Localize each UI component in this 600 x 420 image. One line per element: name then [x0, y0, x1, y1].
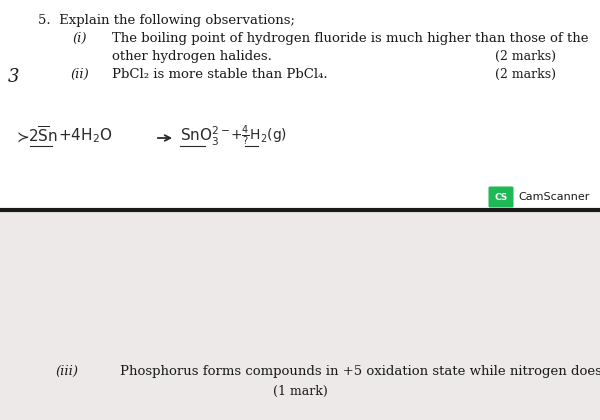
Bar — [0, 210, 600, 420]
Text: The boiling point of hydrogen fluoride is much higher than those of the: The boiling point of hydrogen fluoride i… — [112, 32, 589, 45]
Text: (iii): (iii) — [55, 365, 78, 378]
Text: (2 marks): (2 marks) — [495, 68, 556, 81]
FancyBboxPatch shape — [488, 186, 514, 207]
Text: (1 mark): (1 mark) — [272, 385, 328, 398]
Text: $+\frac{4}{?}\mathrm{H_2(g)}$: $+\frac{4}{?}\mathrm{H_2(g)}$ — [230, 124, 287, 148]
Text: $\succ$: $\succ$ — [14, 131, 30, 145]
Text: $2\overline{\mathrm{S}}\mathrm{n}$: $2\overline{\mathrm{S}}\mathrm{n}$ — [28, 126, 58, 146]
Text: PbCl₂ is more stable than PbCl₄.: PbCl₂ is more stable than PbCl₄. — [112, 68, 328, 81]
Text: $+4\mathrm{H_2O}$: $+4\mathrm{H_2O}$ — [58, 127, 112, 145]
Bar — [0, 0, 600, 210]
Text: $\mathrm{SnO_3^{2-}}$: $\mathrm{SnO_3^{2-}}$ — [180, 124, 230, 147]
Text: other hydrogen halides.: other hydrogen halides. — [112, 50, 272, 63]
Text: Phosphorus forms compounds in +5 oxidation state while nitrogen does not: Phosphorus forms compounds in +5 oxidati… — [120, 365, 600, 378]
Text: (2 marks): (2 marks) — [495, 50, 556, 63]
Text: (ii): (ii) — [70, 68, 89, 81]
Text: (i): (i) — [72, 32, 86, 45]
Text: CS: CS — [494, 192, 508, 202]
Text: CamScanner: CamScanner — [518, 192, 589, 202]
Text: 5.  Explain the following observations;: 5. Explain the following observations; — [38, 14, 295, 27]
Text: 3: 3 — [8, 68, 19, 86]
